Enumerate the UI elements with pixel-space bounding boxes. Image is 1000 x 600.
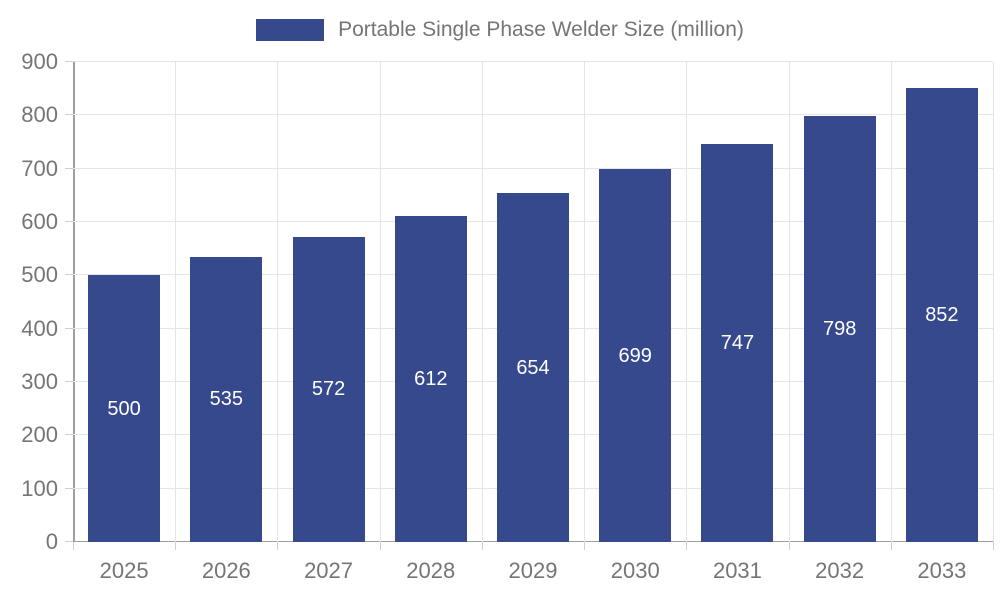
bar-value-label: 852 (925, 303, 959, 326)
y-axis-tick (65, 221, 73, 223)
x-axis-tick (277, 542, 279, 550)
x-axis-tick (73, 542, 74, 550)
bar-value-label: 798 (822, 318, 857, 341)
gridline-horizontal (73, 167, 993, 169)
y-axis-tick-label: 600 (21, 209, 58, 235)
gridline-vertical (175, 62, 177, 542)
y-axis-tick (65, 541, 73, 542)
chart-legend: Portable Single Phase Welder Size (milli… (0, 18, 1000, 42)
y-axis-tick (65, 167, 73, 169)
legend-swatch (256, 19, 325, 41)
x-axis-tick-label: 2027 (304, 558, 354, 583)
bar: 535 (190, 256, 263, 542)
bar: 852 (905, 87, 978, 542)
y-axis-tick-label: 100 (21, 475, 58, 501)
x-axis-tick-label: 2026 (201, 558, 251, 583)
y-axis-tick-label: 800 (21, 102, 58, 128)
y-axis-tick-label: 900 (21, 49, 58, 74)
bar: 654 (497, 193, 569, 542)
legend-label: Portable Single Phase Welder Size (milli… (338, 18, 744, 41)
bar: 699 (599, 169, 672, 542)
y-axis-tick-label: 400 (21, 315, 58, 341)
plot-area: 0 100 200 300 400 500 600 700 800 900 500 2025 535 20… (21, 51, 994, 582)
bar-value-label: 612 (414, 367, 448, 390)
x-axis-tick-label: 2025 (99, 558, 149, 583)
x-axis-tick-label: 2030 (610, 558, 660, 583)
x-axis-tick (175, 542, 177, 550)
bar-value-label: 572 (311, 378, 346, 401)
y-axis-tick-label: 0 (45, 529, 58, 554)
bar-value-label: 500 (107, 397, 141, 420)
x-axis-tick (993, 542, 994, 550)
x-axis-tick (584, 542, 586, 550)
y-axis-tick (65, 487, 73, 489)
y-axis-tick-label: 200 (21, 422, 58, 448)
bar: 612 (394, 215, 467, 542)
y-axis-tick (65, 114, 73, 116)
gridline-horizontal (73, 61, 993, 62)
bar: 500 (88, 275, 161, 542)
x-axis-tick (481, 542, 483, 550)
y-axis-tick (65, 61, 73, 62)
gridline-horizontal (73, 114, 993, 116)
y-axis-tick-label: 700 (21, 155, 58, 181)
y-axis-tick (65, 434, 73, 436)
gridline-vertical (277, 62, 279, 542)
gridline-vertical (481, 62, 483, 542)
x-axis-tick-label: 2028 (406, 558, 456, 583)
bar-value-label: 747 (720, 331, 755, 354)
y-axis-tick-label: 300 (21, 369, 58, 395)
x-axis-tick-label: 2033 (917, 558, 967, 583)
x-axis-tick (788, 542, 790, 550)
y-axis-line (73, 62, 75, 542)
bar: 572 (292, 236, 365, 542)
gridline-vertical (379, 62, 381, 542)
x-axis-tick (686, 542, 688, 550)
x-axis-tick-label: 2029 (508, 558, 558, 583)
x-axis-tick-label: 2031 (712, 558, 762, 583)
y-axis-tick (65, 327, 73, 329)
bar: 747 (701, 143, 774, 542)
bar: 798 (803, 116, 876, 542)
y-axis-tick-label: 500 (21, 262, 58, 288)
bar-value-label: 535 (209, 388, 244, 411)
gridline-vertical (686, 62, 688, 542)
x-axis-tick-label: 2032 (815, 558, 865, 583)
x-axis-tick (379, 542, 381, 550)
bar-value-label: 699 (618, 344, 652, 367)
gridline-vertical (890, 62, 892, 542)
y-axis-tick (65, 381, 73, 383)
gridline-vertical (993, 62, 994, 542)
x-axis-tick (890, 542, 892, 550)
gridline-vertical (584, 62, 586, 542)
bar-value-label: 654 (516, 356, 550, 379)
gridline-vertical (788, 62, 790, 542)
y-axis-tick (65, 274, 73, 276)
